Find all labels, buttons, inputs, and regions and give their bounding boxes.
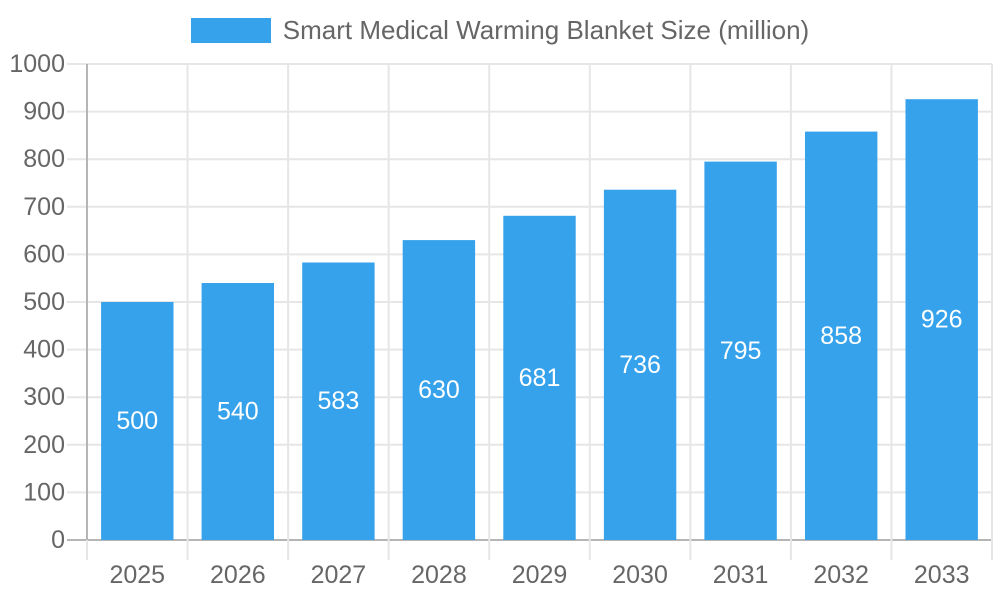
x-tick-label: 2033 bbox=[914, 561, 970, 589]
y-tick-label: 1000 bbox=[9, 50, 65, 78]
y-tick-label: 400 bbox=[23, 336, 65, 364]
y-tick-label: 300 bbox=[23, 383, 65, 411]
bar[interactable] bbox=[603, 189, 677, 540]
y-tick-label: 100 bbox=[23, 478, 65, 506]
bar-value-label: 630 bbox=[418, 376, 460, 404]
bar-value-label: 681 bbox=[519, 364, 561, 392]
x-tick-label: 2025 bbox=[109, 561, 165, 589]
x-tick-label: 2027 bbox=[311, 561, 367, 589]
bar-value-label: 858 bbox=[820, 322, 862, 350]
y-tick-label: 900 bbox=[23, 98, 65, 126]
y-tick-label: 700 bbox=[23, 193, 65, 221]
bar[interactable] bbox=[302, 262, 375, 541]
bar[interactable] bbox=[805, 131, 878, 540]
x-tick-label: 2029 bbox=[512, 561, 568, 589]
x-tick-label: 2028 bbox=[411, 561, 467, 589]
bar[interactable] bbox=[704, 161, 777, 540]
legend-item[interactable]: Smart Medical Warming Blanket Size (mill… bbox=[0, 16, 1000, 45]
x-tick-label: 2030 bbox=[612, 561, 668, 589]
bar-value-label: 583 bbox=[318, 387, 360, 415]
x-tick-label: 2031 bbox=[713, 561, 769, 589]
bar-value-label: 795 bbox=[720, 337, 762, 365]
x-tick-label: 2026 bbox=[210, 561, 266, 589]
y-tick-label: 600 bbox=[23, 240, 65, 268]
y-tick-label: 800 bbox=[23, 145, 65, 173]
x-tick-label: 2032 bbox=[813, 561, 869, 589]
bar[interactable] bbox=[503, 215, 576, 541]
bar-value-label: 540 bbox=[217, 398, 259, 426]
bar[interactable] bbox=[201, 283, 274, 540]
bar[interactable] bbox=[402, 240, 476, 540]
legend-swatch bbox=[190, 18, 271, 43]
bar-value-label: 500 bbox=[116, 407, 158, 435]
y-tick-label: 0 bbox=[51, 526, 65, 554]
bar[interactable] bbox=[905, 99, 978, 540]
bar-value-label: 926 bbox=[921, 306, 963, 334]
bar[interactable] bbox=[101, 302, 174, 540]
y-tick-label: 200 bbox=[23, 431, 65, 459]
bar-value-label: 736 bbox=[619, 351, 661, 379]
legend-label: Smart Medical Warming Blanket Size (mill… bbox=[282, 15, 810, 45]
y-tick-label: 500 bbox=[23, 288, 65, 316]
